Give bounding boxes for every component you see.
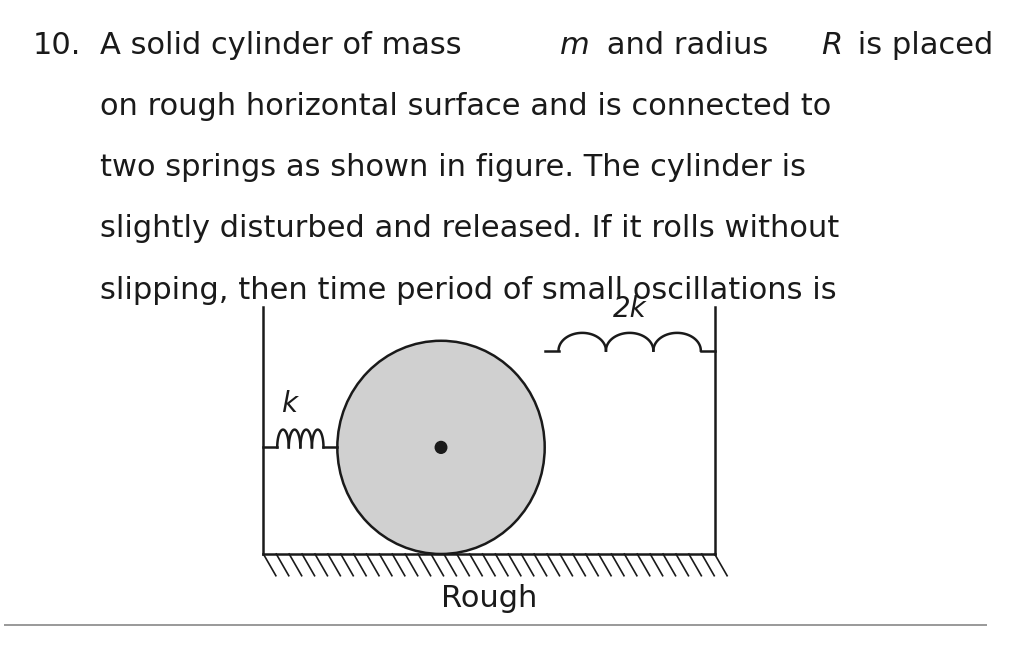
Text: and radius: and radius (597, 31, 778, 60)
Text: two springs as shown in figure. The cylinder is: two springs as shown in figure. The cyli… (100, 153, 806, 182)
Text: on rough horizontal surface and is connected to: on rough horizontal surface and is conne… (100, 92, 831, 121)
Circle shape (337, 341, 545, 554)
Text: 2k: 2k (612, 295, 646, 323)
Text: is placed: is placed (848, 31, 993, 60)
Text: k: k (281, 389, 297, 418)
Text: A solid cylinder of mass: A solid cylinder of mass (100, 31, 471, 60)
Text: m: m (560, 31, 590, 60)
Text: Rough: Rough (440, 584, 538, 613)
Text: R: R (821, 31, 843, 60)
Circle shape (435, 441, 446, 454)
Text: slipping, then time period of small oscillations is: slipping, then time period of small osci… (100, 276, 837, 305)
Text: slightly disturbed and released. If it rolls without: slightly disturbed and released. If it r… (100, 214, 840, 243)
Text: 10.: 10. (33, 31, 81, 60)
